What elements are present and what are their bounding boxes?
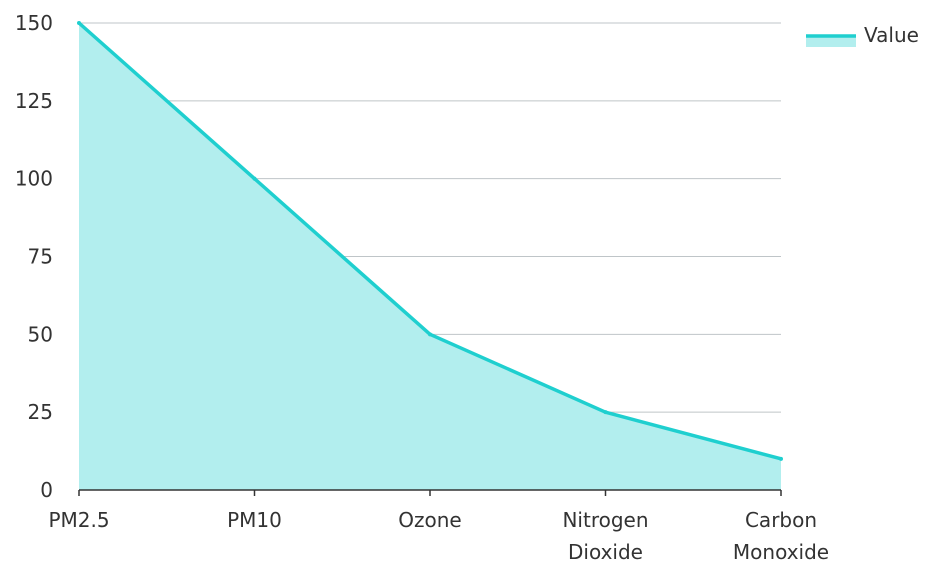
data-point-3 bbox=[603, 410, 608, 415]
x-tick-label-1: PM10 bbox=[227, 508, 282, 532]
y-tick-label-0: 0 bbox=[40, 478, 53, 502]
data-point-4 bbox=[779, 456, 783, 461]
data-point-1 bbox=[252, 176, 257, 181]
x-tick-label-4: Carbon Monoxide bbox=[733, 508, 829, 563]
data-point-0 bbox=[77, 21, 81, 25]
y-tick-label-25: 25 bbox=[28, 400, 53, 424]
y-tick-label-125: 125 bbox=[15, 89, 53, 113]
y-axis-ticks: 0 25 50 75 100 125 150 bbox=[15, 11, 53, 502]
data-point-2 bbox=[428, 332, 432, 337]
series-area-value bbox=[79, 23, 781, 490]
y-tick-label-50: 50 bbox=[28, 322, 53, 346]
x-axis-ticks: PM2.5 PM10 Ozone Nitrogen Dioxide Carbon Monox… bbox=[48, 490, 829, 563]
legend-label-value: Value bbox=[864, 23, 919, 47]
x-tick-label-2: Ozone bbox=[398, 508, 461, 532]
x-tick-label-3: Nitrogen Dioxide bbox=[562, 508, 648, 563]
y-tick-label-150: 150 bbox=[15, 11, 53, 35]
y-tick-label-100: 100 bbox=[15, 167, 53, 191]
legend: Value bbox=[806, 23, 919, 47]
x-tick-label-0: PM2.5 bbox=[48, 508, 109, 532]
legend-swatch-value bbox=[806, 35, 856, 47]
data-points bbox=[77, 21, 783, 461]
y-tick-label-75: 75 bbox=[28, 245, 53, 269]
